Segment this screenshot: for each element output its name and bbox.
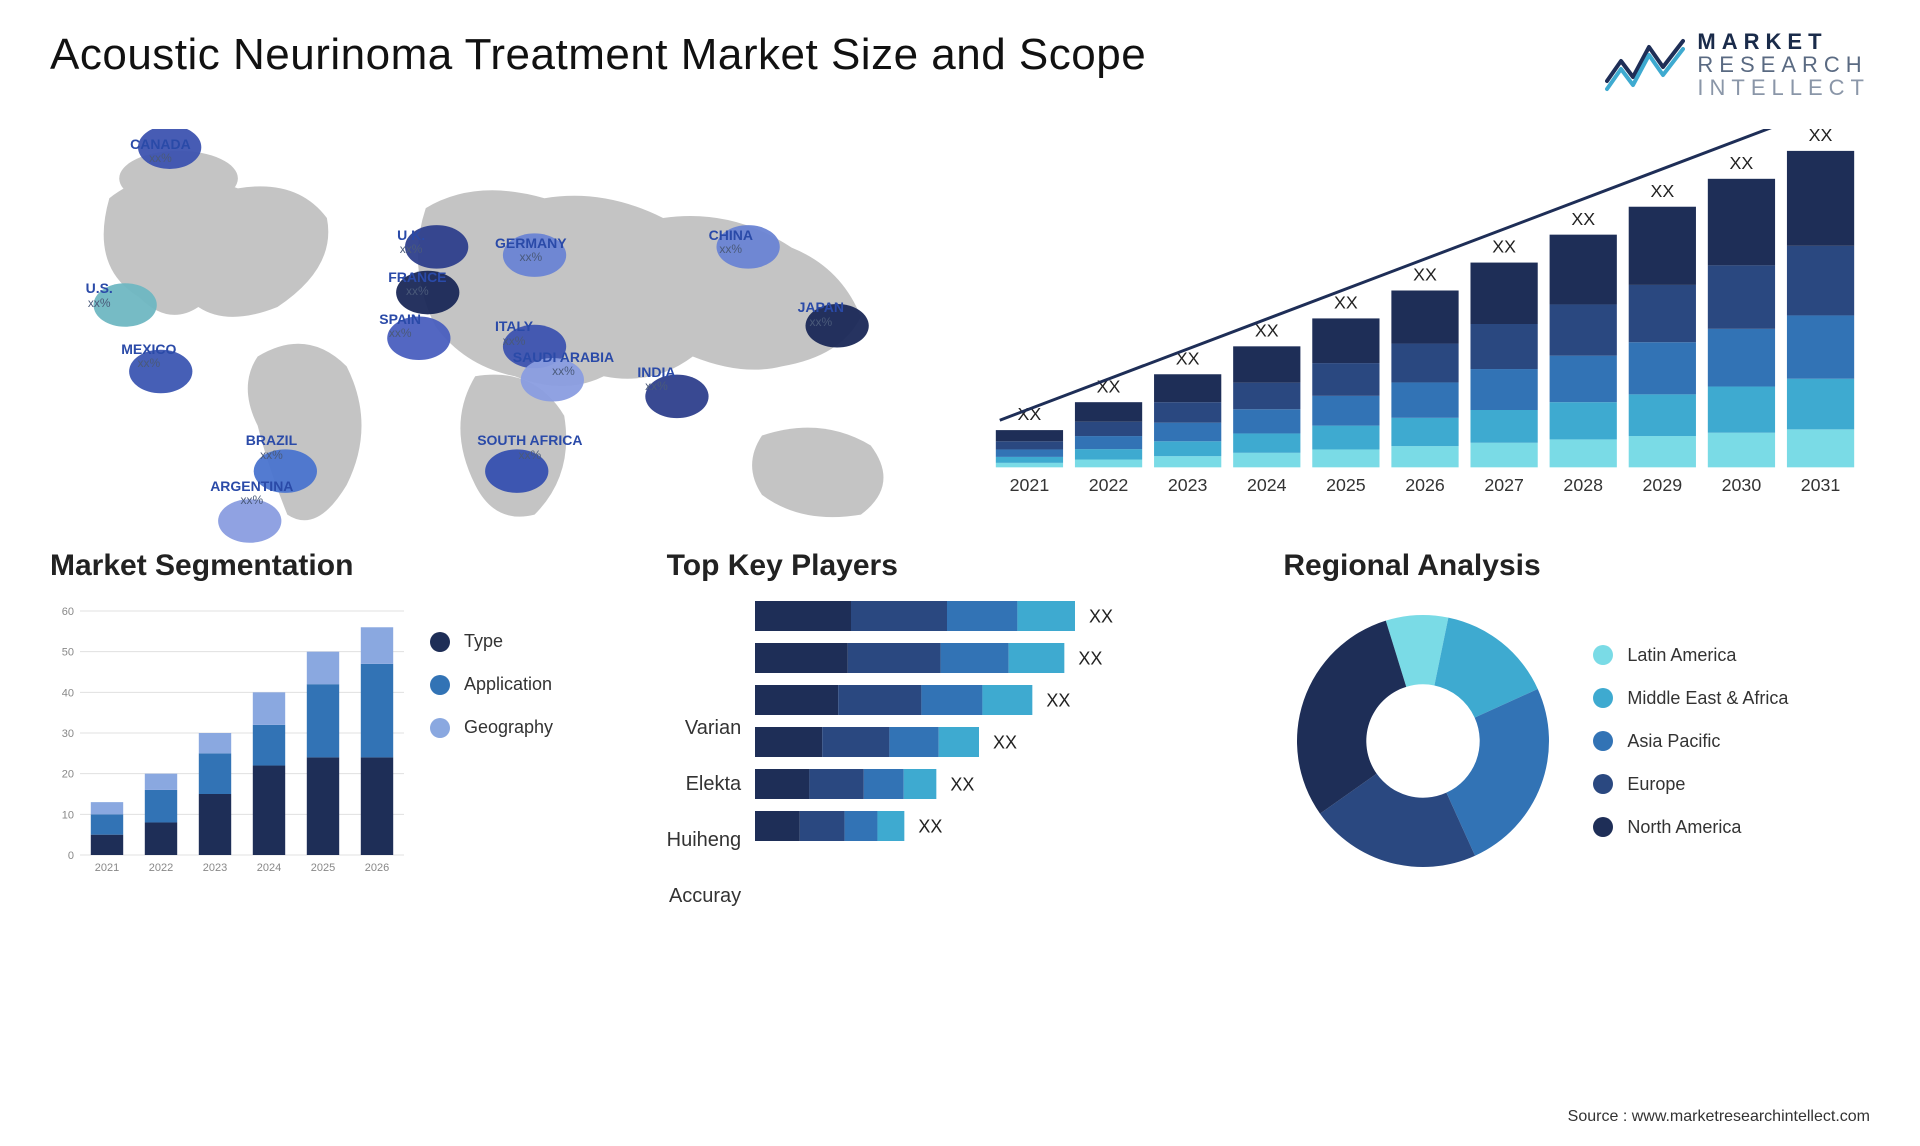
map-country-label: GERMANYxx% xyxy=(495,236,567,265)
logo-line-2: RESEARCH xyxy=(1697,53,1870,76)
player-label: Accuray xyxy=(667,881,742,911)
legend-item: North America xyxy=(1593,817,1788,838)
players-labels: Varian Elekta Huiheng Accuray xyxy=(667,601,742,927)
svg-text:2023: 2023 xyxy=(1168,475,1208,495)
source-attribution: Source : www.marketresearchintellect.com xyxy=(1568,1108,1870,1126)
player-label: Varian xyxy=(667,713,742,743)
svg-text:10: 10 xyxy=(62,810,74,822)
segmentation-chart-svg: 0 10 20 30 40 50 60 2021 2022 2023 2024 2025 2026 xyxy=(50,601,410,881)
svg-text:XX: XX xyxy=(919,817,943,837)
map-country-label: U.K.xx% xyxy=(397,228,425,257)
svg-text:2027: 2027 xyxy=(1484,475,1524,495)
legend-item: Middle East & Africa xyxy=(1593,688,1788,709)
svg-text:30: 30 xyxy=(62,728,74,740)
svg-text:XX: XX xyxy=(1492,237,1516,257)
svg-text:2026: 2026 xyxy=(365,862,389,874)
players-title: Top Key Players xyxy=(667,549,1254,583)
svg-text:2025: 2025 xyxy=(1326,475,1366,495)
map-country-label: CANADAxx% xyxy=(130,137,191,166)
world-map-panel: CANADAxx% U.S.xx% MEXICOxx% BRAZILxx% ARGENT… xyxy=(50,129,940,509)
regional-section: Regional Analysis Latin America Middle Ea… xyxy=(1283,549,1870,927)
segmentation-legend: Type Application Geography xyxy=(430,601,553,881)
map-country-label: FRANCExx% xyxy=(388,270,446,299)
svg-text:2030: 2030 xyxy=(1722,475,1762,495)
map-country-label: BRAZILxx% xyxy=(246,433,297,462)
svg-text:0: 0 xyxy=(68,850,74,862)
logo-line-3: INTELLECT xyxy=(1697,76,1870,99)
map-country-label: SPAINxx% xyxy=(379,312,421,341)
players-section: Top Key Players Varian Elekta Huiheng Accur… xyxy=(667,549,1254,927)
svg-text:2031: 2031 xyxy=(1801,475,1841,495)
segmentation-title: Market Segmentation xyxy=(50,549,637,583)
legend-item: Geography xyxy=(430,717,553,738)
svg-text:20: 20 xyxy=(62,769,74,781)
players-chart-svg: XX XX XX XX XX XX xyxy=(755,601,1135,853)
svg-text:2025: 2025 xyxy=(311,862,335,874)
svg-text:XX: XX xyxy=(951,775,975,795)
map-country-label: JAPANxx% xyxy=(798,300,844,329)
svg-text:2022: 2022 xyxy=(1089,475,1129,495)
legend-item: Application xyxy=(430,674,553,695)
map-country-label: INDIAxx% xyxy=(637,365,675,394)
player-label xyxy=(667,657,742,687)
svg-text:50: 50 xyxy=(62,647,74,659)
svg-text:2024: 2024 xyxy=(1247,475,1287,495)
svg-text:2029: 2029 xyxy=(1643,475,1683,495)
regional-donut-svg xyxy=(1283,601,1563,881)
growth-chart-panel: 2021 XX 2022 XX 2023 XX 2024 XX 2025 XX 2026 XX 2027… xyxy=(980,129,1870,509)
regional-title: Regional Analysis xyxy=(1283,549,1870,583)
svg-text:2021: 2021 xyxy=(1010,475,1050,495)
map-country-label: MEXICOxx% xyxy=(121,342,176,371)
svg-text:XX: XX xyxy=(1089,607,1113,627)
svg-text:XX: XX xyxy=(1809,129,1833,145)
map-country-label: U.S.xx% xyxy=(86,281,113,310)
svg-text:60: 60 xyxy=(62,606,74,618)
brand-logo: MARKET RESEARCH INTELLECT xyxy=(1605,30,1870,99)
svg-text:XX: XX xyxy=(1079,649,1103,669)
svg-text:XX: XX xyxy=(1413,265,1437,285)
svg-text:2028: 2028 xyxy=(1563,475,1603,495)
svg-text:XX: XX xyxy=(993,733,1017,753)
svg-text:XX: XX xyxy=(1047,691,1071,711)
segmentation-section: Market Segmentation 0 10 20 30 40 50 60 2021 202… xyxy=(50,549,637,927)
svg-text:40: 40 xyxy=(62,688,74,700)
map-country-label: ARGENTINAxx% xyxy=(210,479,293,508)
svg-text:XX: XX xyxy=(1730,153,1754,173)
svg-text:2021: 2021 xyxy=(95,862,119,874)
svg-text:2022: 2022 xyxy=(149,862,173,874)
map-country-label: SAUDI ARABIAxx% xyxy=(513,350,614,379)
svg-text:2026: 2026 xyxy=(1405,475,1445,495)
svg-text:XX: XX xyxy=(1334,293,1358,313)
logo-line-1: MARKET xyxy=(1697,30,1870,53)
page-title: Acoustic Neurinoma Treatment Market Size… xyxy=(50,30,1146,80)
legend-item: Latin America xyxy=(1593,645,1788,666)
svg-text:2024: 2024 xyxy=(257,862,281,874)
logo-icon xyxy=(1605,37,1685,93)
map-country-label: ITALYxx% xyxy=(495,319,533,348)
player-label: Huiheng xyxy=(667,825,742,855)
growth-chart-svg: 2021 XX 2022 XX 2023 XX 2024 XX 2025 XX 2026 XX 2027… xyxy=(980,129,1870,509)
legend-item: Europe xyxy=(1593,774,1788,795)
map-country-label: CHINAxx% xyxy=(709,228,753,257)
player-label xyxy=(667,601,742,631)
legend-item: Type xyxy=(430,631,553,652)
svg-text:2023: 2023 xyxy=(203,862,227,874)
svg-text:XX: XX xyxy=(1650,181,1674,201)
map-country-label: SOUTH AFRICAxx% xyxy=(477,433,582,462)
legend-item: Asia Pacific xyxy=(1593,731,1788,752)
regional-legend: Latin America Middle East & Africa Asia Pa… xyxy=(1593,645,1788,838)
player-label: Elekta xyxy=(667,769,742,799)
svg-text:XX: XX xyxy=(1571,209,1595,229)
